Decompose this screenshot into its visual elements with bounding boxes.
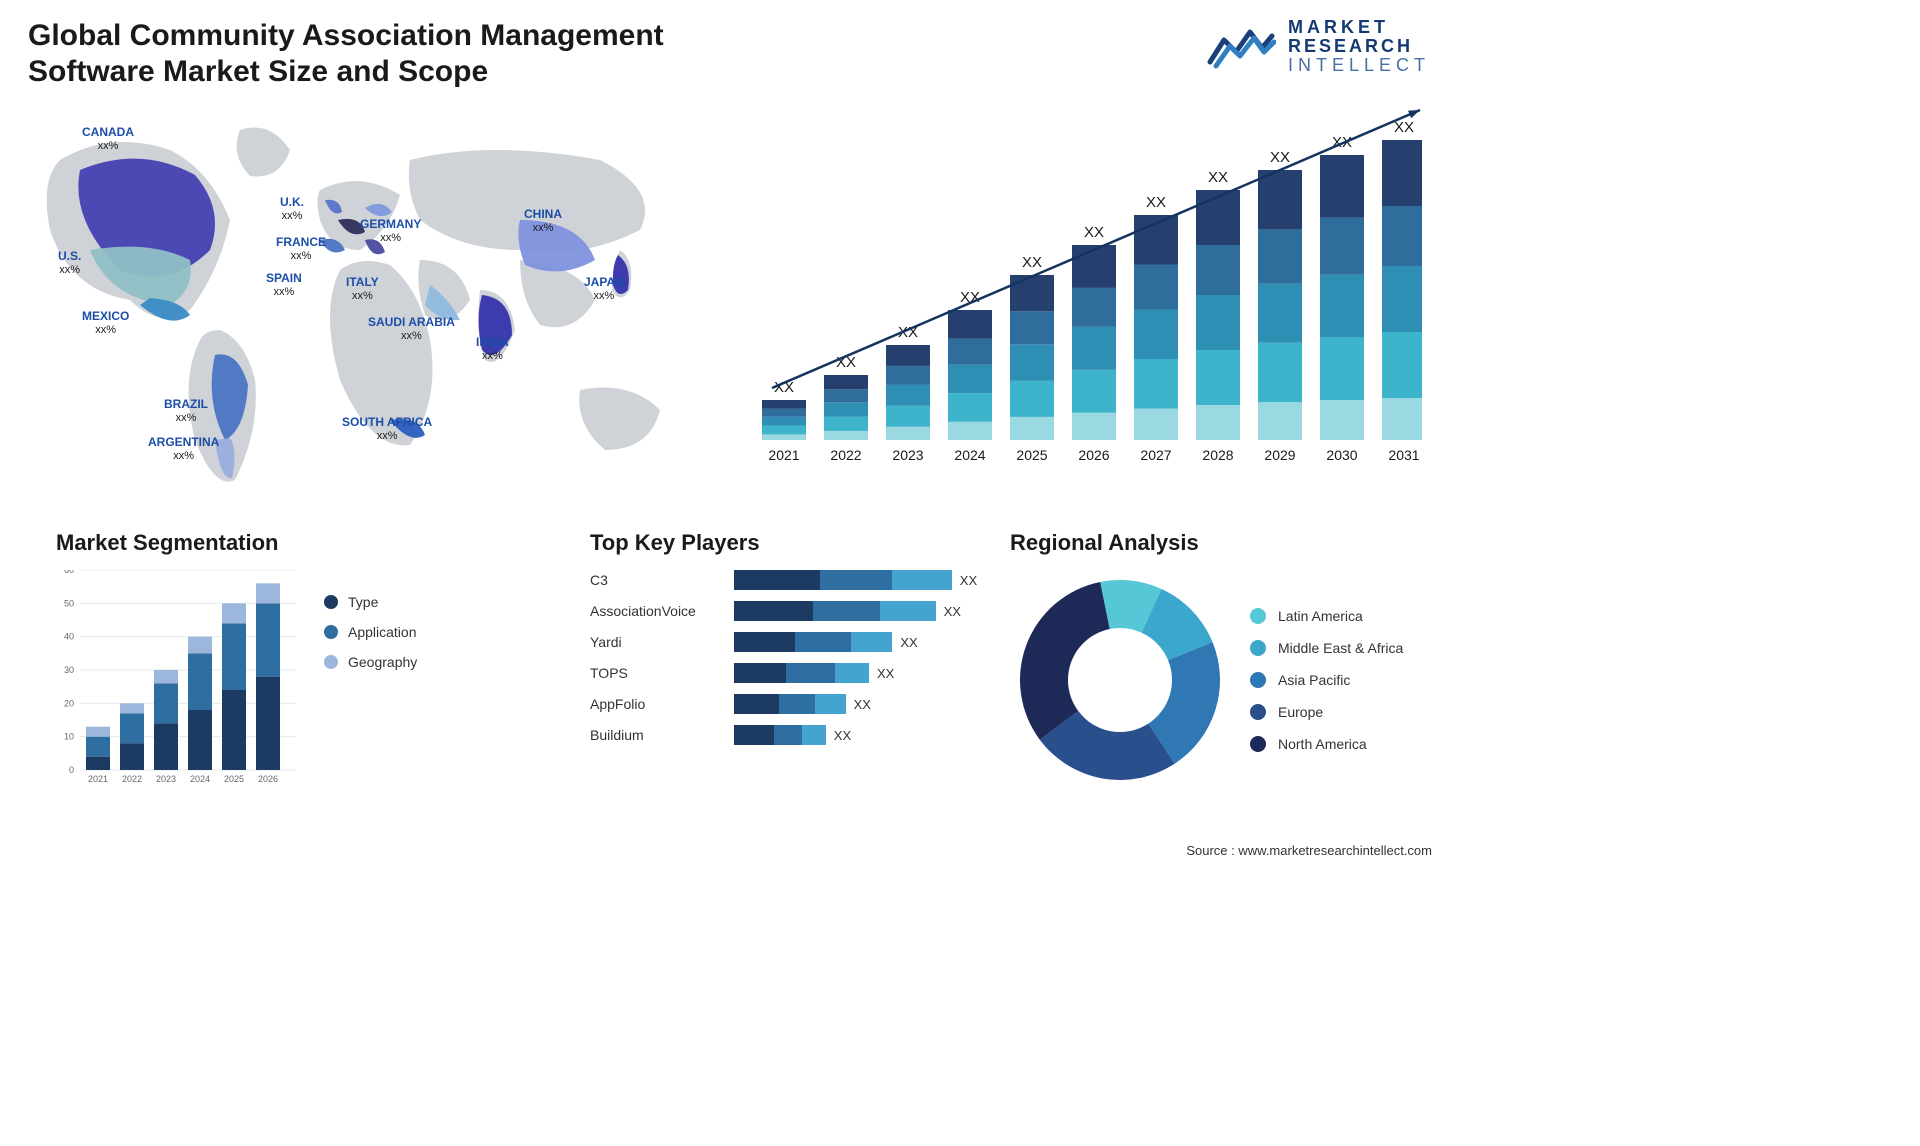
player-name: Yardi [590, 634, 720, 650]
player-name: Buildium [590, 727, 720, 743]
segmentation-title: Market Segmentation [56, 530, 436, 556]
svg-text:2024: 2024 [190, 774, 210, 784]
legend-item: Middle East & Africa [1250, 640, 1403, 656]
players-list: C3XXAssociationVoiceXXYardiXXTOPSXXAppFo… [590, 570, 990, 745]
svg-text:XX: XX [1270, 149, 1290, 166]
player-row: TOPS XX [590, 663, 990, 683]
map-label: BRAZILxx% [164, 398, 208, 424]
svg-text:2027: 2027 [1140, 447, 1171, 463]
svg-text:50: 50 [64, 598, 74, 608]
map-label: ITALYxx% [346, 276, 379, 302]
svg-text:2023: 2023 [156, 774, 176, 784]
svg-text:2031: 2031 [1388, 447, 1419, 463]
player-row: AssociationVoice XX [590, 601, 990, 621]
svg-text:XX: XX [1146, 194, 1166, 211]
map-label: CHINAxx% [524, 208, 562, 234]
player-name: AssociationVoice [590, 603, 720, 619]
legend-item: Type [324, 594, 417, 610]
svg-text:10: 10 [64, 732, 74, 742]
player-value: XX [960, 573, 977, 588]
svg-text:XX: XX [1208, 169, 1228, 186]
map-label: MEXICOxx% [82, 310, 129, 336]
svg-text:30: 30 [64, 665, 74, 675]
segmentation-legend: Type Application Geography [324, 594, 417, 670]
players-panel: Top Key Players C3XXAssociationVoiceXXYa… [590, 530, 990, 745]
players-title: Top Key Players [590, 530, 990, 556]
map-label: SAUDI ARABIAxx% [368, 316, 455, 342]
svg-text:XX: XX [1084, 224, 1104, 241]
legend-item: Latin America [1250, 608, 1403, 624]
regional-title: Regional Analysis [1010, 530, 1430, 556]
map-label: JAPANxx% [584, 276, 624, 302]
svg-text:2021: 2021 [768, 447, 799, 463]
regional-panel: Regional Analysis Latin America Middle Ea… [1010, 530, 1430, 790]
player-name: AppFolio [590, 696, 720, 712]
regional-donut [1010, 570, 1230, 790]
player-bar [734, 601, 936, 621]
svg-text:2021: 2021 [88, 774, 108, 784]
map-label: INDIAxx% [476, 336, 509, 362]
svg-text:0: 0 [69, 765, 74, 775]
svg-text:2022: 2022 [122, 774, 142, 784]
svg-text:2029: 2029 [1264, 447, 1295, 463]
source-attribution: Source : www.marketresearchintellect.com [1186, 843, 1432, 858]
world-map: CANADAxx% U.S.xx% MEXICOxx% BRAZILxx% ARGENT… [20, 100, 700, 500]
segmentation-chart: 0 10 20 30 40 50 60 2021 2022 2023 2024 2025 2026 [56, 570, 296, 795]
map-label: CANADAxx% [82, 126, 134, 152]
svg-text:2028: 2028 [1202, 447, 1233, 463]
player-value: XX [944, 604, 961, 619]
legend-item: Europe [1250, 704, 1403, 720]
svg-text:2022: 2022 [830, 447, 861, 463]
player-bar [734, 694, 846, 714]
player-name: C3 [590, 572, 720, 588]
player-row: Buildium XX [590, 725, 990, 745]
svg-text:2024: 2024 [954, 447, 985, 463]
svg-text:40: 40 [64, 632, 74, 642]
player-row: AppFolio XX [590, 694, 990, 714]
legend-item: Application [324, 624, 417, 640]
logo-mark-icon [1206, 22, 1276, 70]
regional-legend: Latin America Middle East & Africa Asia Pa… [1250, 608, 1403, 752]
map-label: GERMANYxx% [360, 218, 421, 244]
map-label: FRANCExx% [276, 236, 326, 262]
segmentation-panel: Market Segmentation 0 10 20 30 40 50 60 2021 202… [56, 530, 436, 795]
player-bar [734, 632, 892, 652]
svg-text:2030: 2030 [1326, 447, 1357, 463]
legend-item: North America [1250, 736, 1403, 752]
map-label: U.K.xx% [280, 196, 304, 222]
legend-item: Geography [324, 654, 417, 670]
svg-text:20: 20 [64, 698, 74, 708]
svg-text:2026: 2026 [1078, 447, 1109, 463]
player-value: XX [854, 697, 871, 712]
map-label: ARGENTINAxx% [148, 436, 219, 462]
page-title: Global Community Association Management … [28, 18, 758, 90]
player-row: C3 XX [590, 570, 990, 590]
player-bar [734, 663, 869, 683]
player-value: XX [834, 728, 851, 743]
player-value: XX [900, 635, 917, 650]
legend-item: Asia Pacific [1250, 672, 1403, 688]
svg-text:60: 60 [64, 570, 74, 575]
forecast-bar-chart: XX2021XX2022XX2023XX2024XX2025XX2026XX20… [742, 100, 1422, 470]
svg-text:XX: XX [1022, 254, 1042, 271]
map-label: SOUTH AFRICAxx% [342, 416, 432, 442]
svg-text:2026: 2026 [258, 774, 278, 784]
logo-text: MARKET RESEARCH INTELLECT [1288, 18, 1430, 75]
svg-text:2023: 2023 [892, 447, 923, 463]
svg-text:XX: XX [1394, 119, 1414, 136]
player-row: Yardi XX [590, 632, 990, 652]
map-label: U.S.xx% [58, 250, 81, 276]
brand-logo: MARKET RESEARCH INTELLECT [1206, 18, 1430, 75]
player-bar [734, 725, 826, 745]
svg-text:2025: 2025 [1016, 447, 1047, 463]
player-name: TOPS [590, 665, 720, 681]
player-bar [734, 570, 952, 590]
map-label: SPAINxx% [266, 272, 302, 298]
player-value: XX [877, 666, 894, 681]
svg-text:2025: 2025 [224, 774, 244, 784]
